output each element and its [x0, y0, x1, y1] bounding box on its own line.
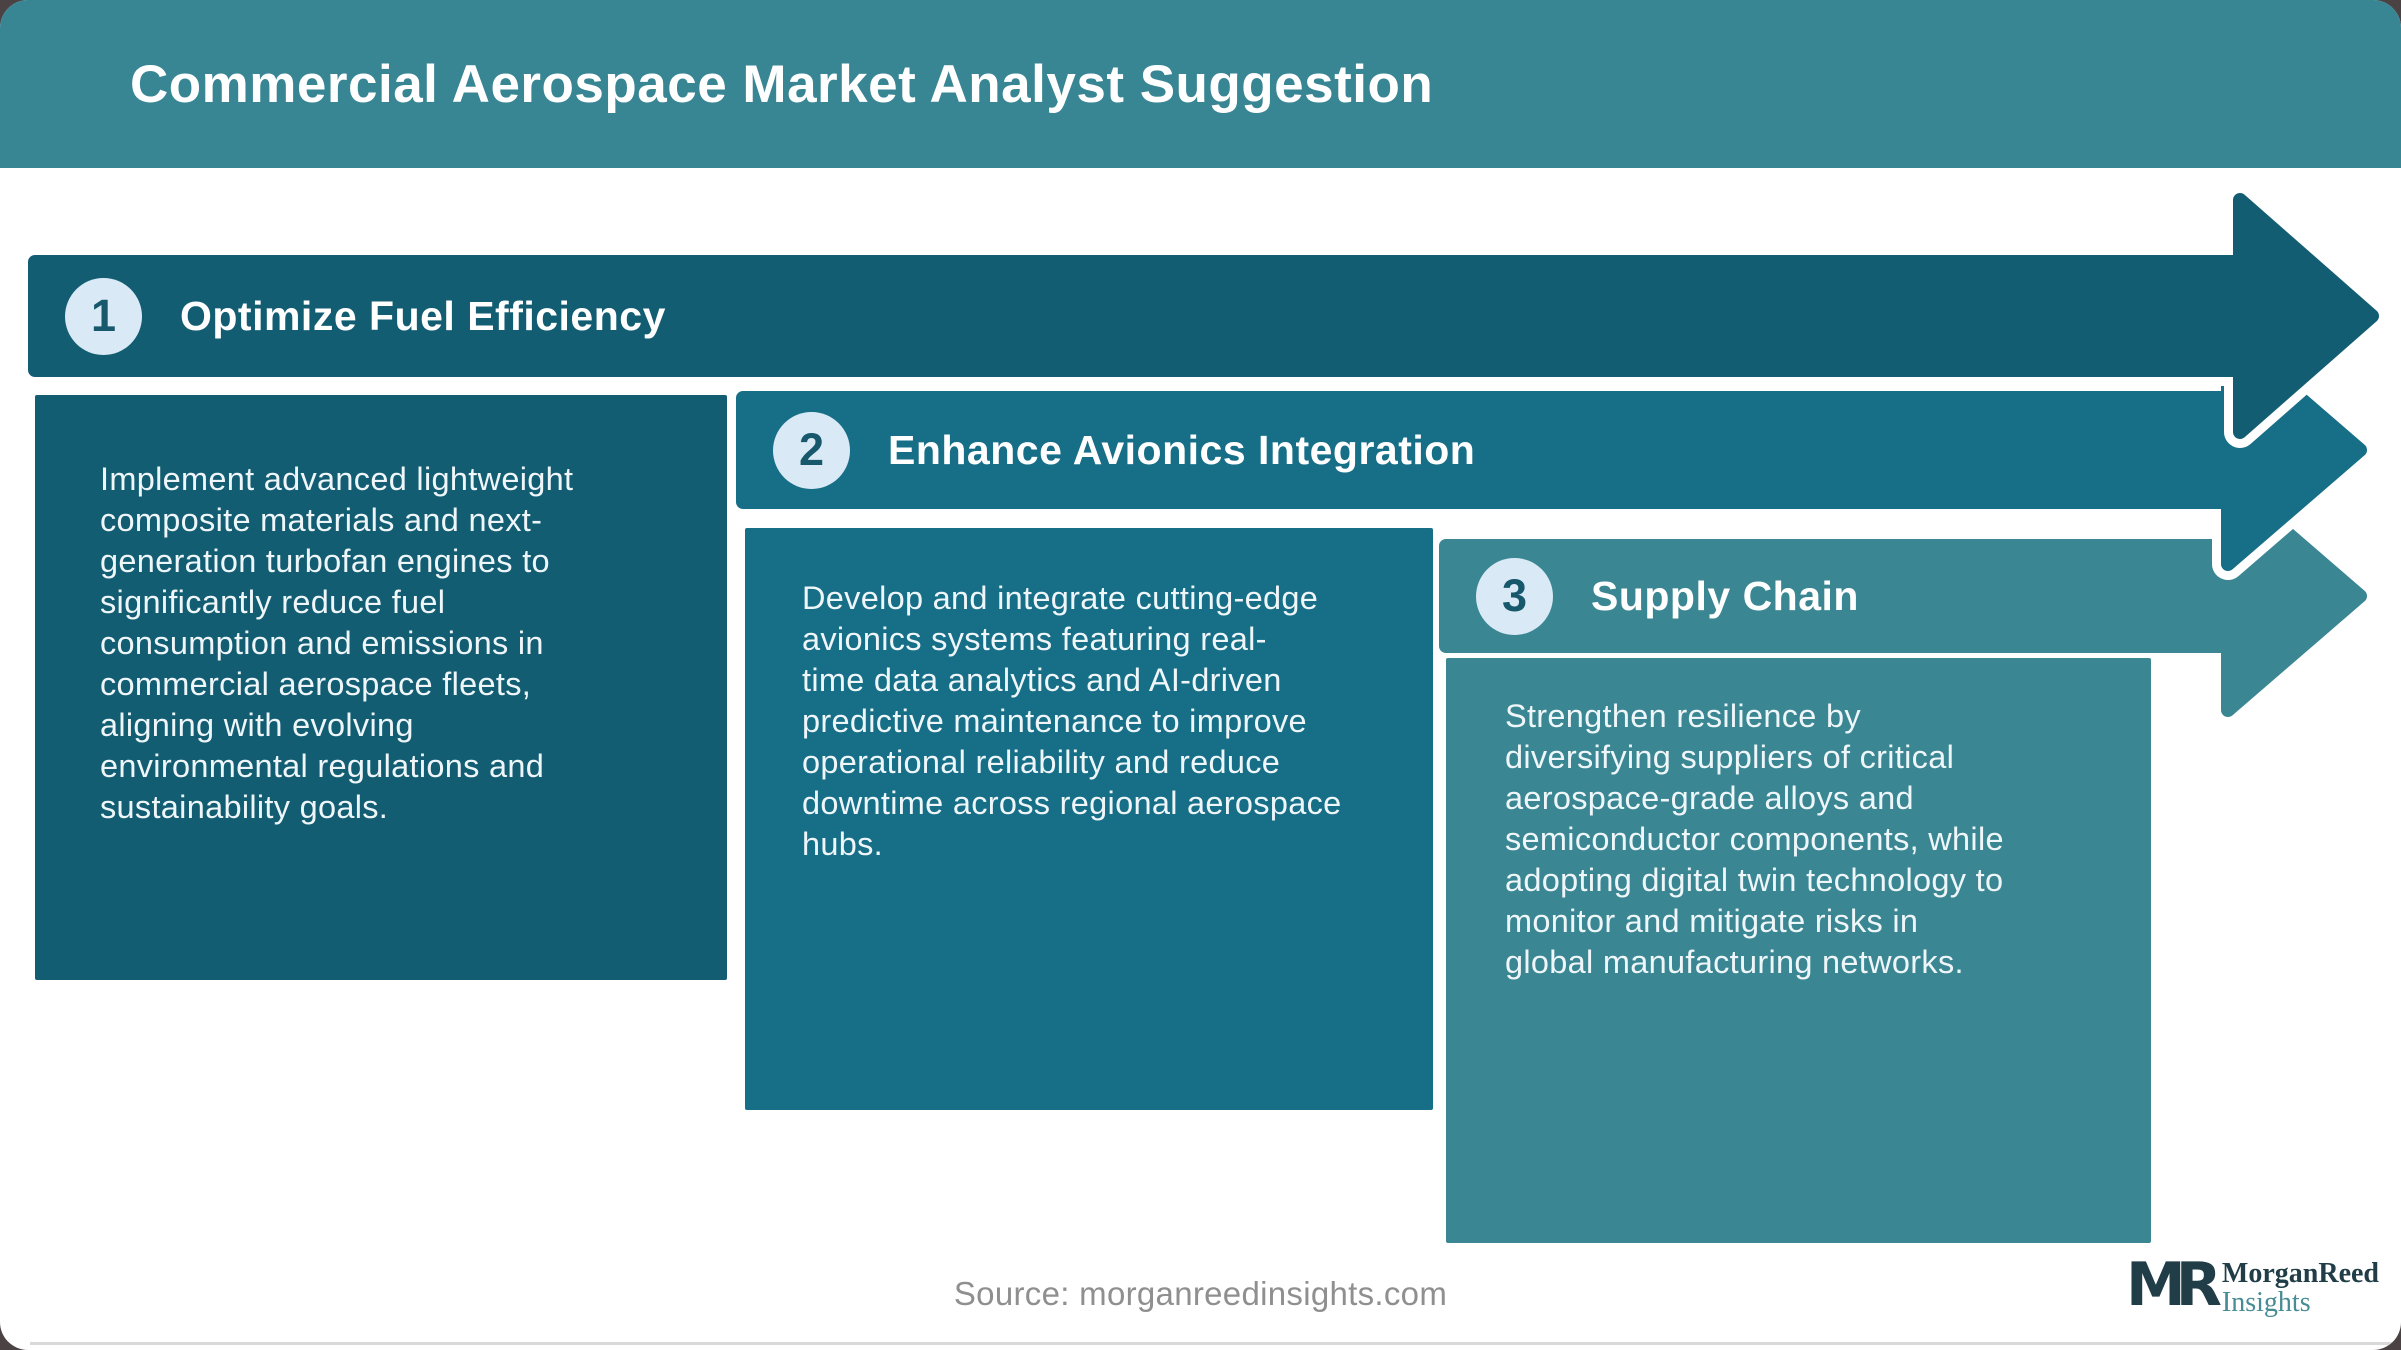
- step-1-title: Optimize Fuel Efficiency: [180, 292, 666, 339]
- step-1-banner: 1 Optimize Fuel Efficiency: [35, 262, 2235, 370]
- source-attribution: Source: morganreedinsights.com: [953, 1275, 1448, 1312]
- step-2-number-badge: 2: [773, 411, 850, 489]
- logo-tagline: Insights: [2221, 1287, 2311, 1318]
- logo-text-block: MorganReed Insights: [2222, 1260, 2379, 1318]
- step-2-title: Enhance Avionics Integration: [888, 426, 1476, 473]
- step-2-banner: 2 Enhance Avionics Integration: [743, 398, 2223, 502]
- morganreed-insights-logo: MR MorganReed Insights: [2126, 1250, 2379, 1320]
- page-title: Commercial Aerospace Market Analyst Sugg…: [130, 54, 1434, 114]
- step-3-number-badge: 3: [1476, 557, 1553, 635]
- step-3-title: Supply Chain: [1591, 572, 1859, 619]
- step-1-number-badge: 1: [65, 277, 142, 355]
- arrow-1-shape: [28, 193, 2379, 439]
- bottom-divider-line: [30, 1342, 2401, 1345]
- logo-company-name: MorganReed: [2221, 1258, 2379, 1289]
- step-1-description-box: Implement advanced lightweight composite…: [35, 395, 727, 980]
- header-band: Commercial Aerospace Market Analyst Sugg…: [0, 0, 2401, 168]
- mr-monogram-icon: MR: [2126, 1250, 2222, 1320]
- step-3-banner: 3 Supply Chain: [1446, 546, 2226, 646]
- step-3-description-box: Strengthen resilience by diversifying su…: [1446, 658, 2151, 1243]
- step-2-description-box: Develop and integrate cutting-edge avion…: [745, 528, 1433, 1110]
